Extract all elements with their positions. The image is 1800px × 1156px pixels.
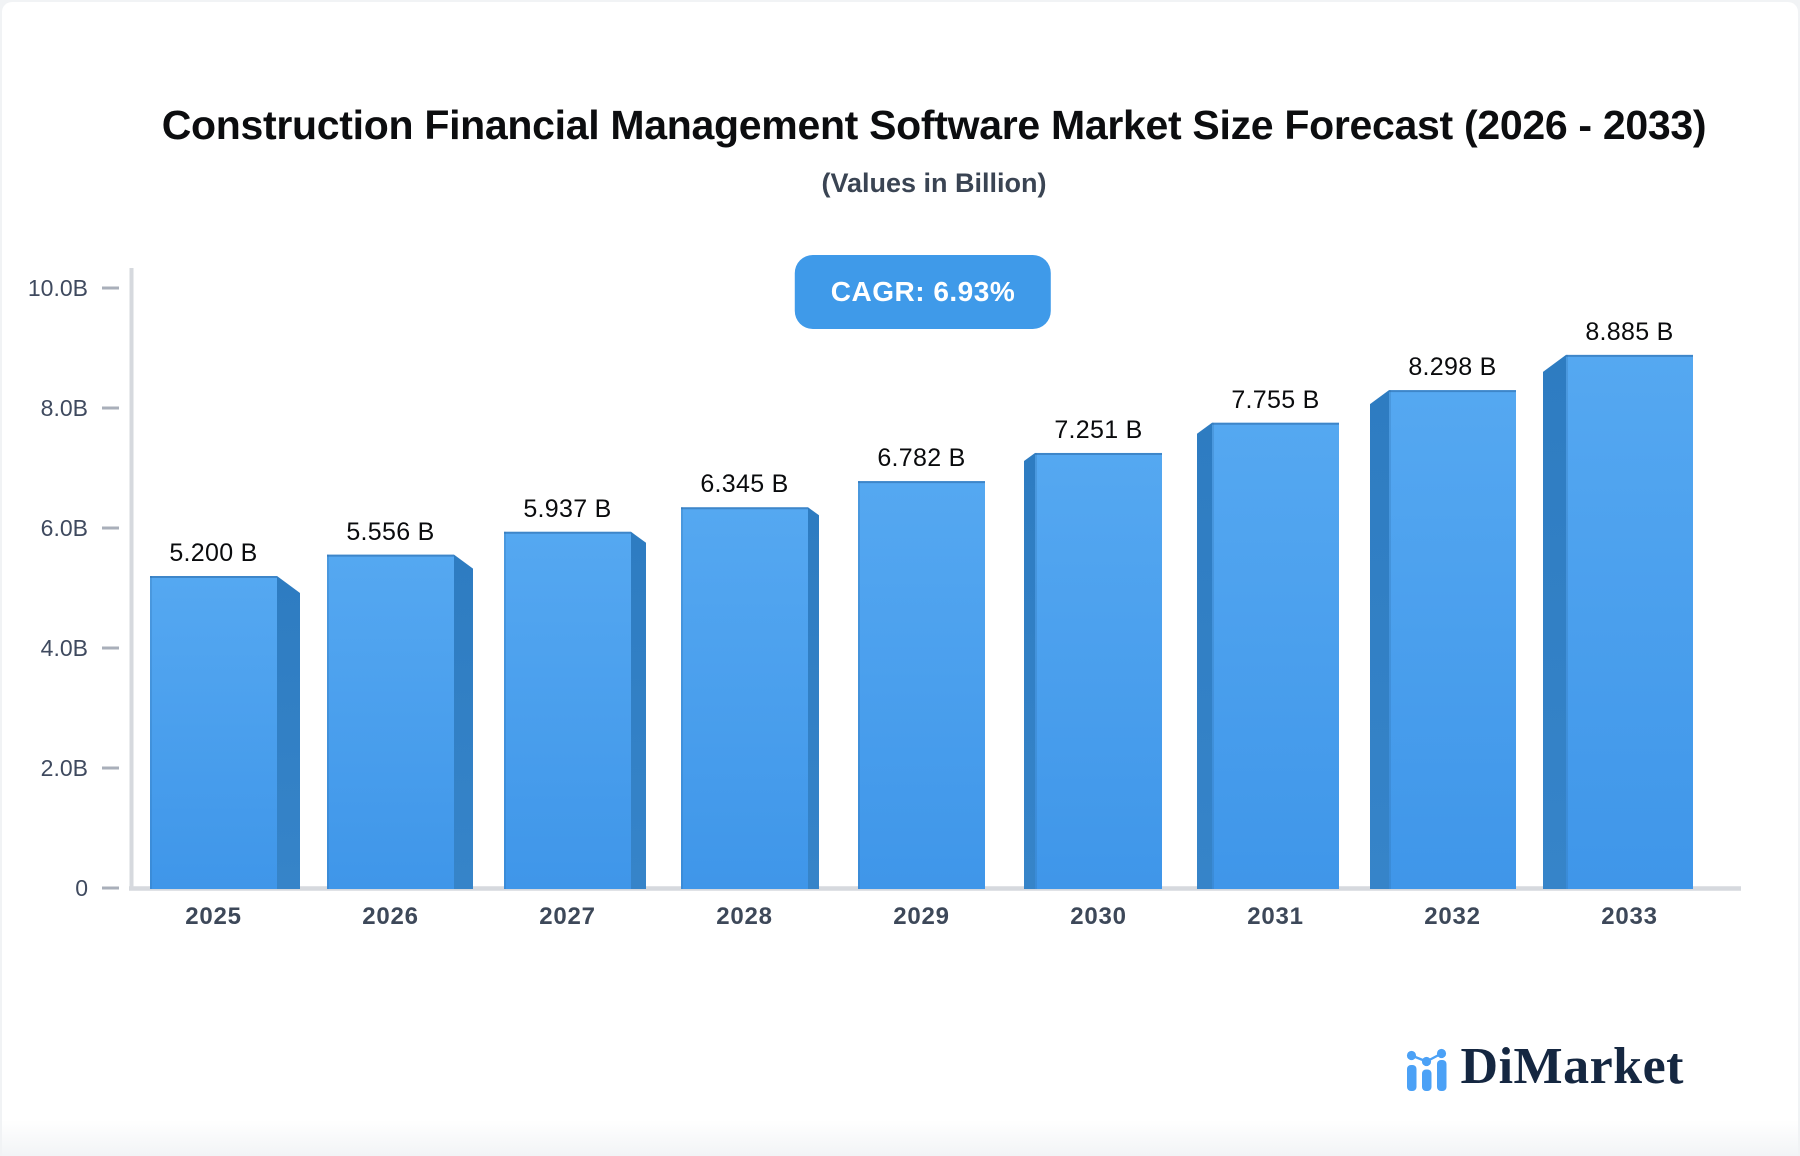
bar-2030 <box>1024 452 1162 889</box>
bottom-fade <box>2 1120 1798 1156</box>
x-axis-label: 2033 <box>1601 903 1658 930</box>
bar-2026 <box>327 554 473 889</box>
bar-value-label: 6.782 B <box>877 444 966 473</box>
bar-value-label: 5.200 B <box>169 539 258 567</box>
x-axis-label: 2028 <box>716 903 773 930</box>
x-axis-label: 2030 <box>1070 903 1127 930</box>
bar-value-label: 5.556 B <box>346 517 435 546</box>
x-axis-label: 2032 <box>1424 903 1481 930</box>
brand-name: DiMarket <box>1460 1038 1684 1095</box>
bar-value-label: 7.251 B <box>1054 415 1143 444</box>
bar-2031 <box>1197 422 1339 889</box>
bar-2033 <box>1543 354 1693 889</box>
cagr-badge: CAGR: 6.93% <box>794 255 1052 329</box>
y-axis-label: 8.0B <box>40 395 88 421</box>
bar-value-label: 7.755 B <box>1231 385 1320 414</box>
y-axis-label: 0 <box>75 875 88 901</box>
bar-2032 <box>1370 390 1516 889</box>
bar-2027 <box>504 531 646 889</box>
y-axis-label: 6.0B <box>40 515 88 541</box>
x-axis-label: 2031 <box>1247 903 1304 930</box>
bar-value-label: 5.937 B <box>523 494 612 523</box>
x-axis-label: 2027 <box>539 903 596 930</box>
bar-chart-logo-icon <box>1406 1048 1447 1091</box>
bar-value-label: 8.885 B <box>1585 317 1674 346</box>
x-axis-label: 2026 <box>362 903 419 930</box>
page-title: Construction Financial Management Softwa… <box>161 102 1707 148</box>
x-axis-label: 2029 <box>893 903 950 930</box>
brand-logo: DiMarket <box>1404 1038 1684 1095</box>
y-axis-label: 2.0B <box>40 755 88 781</box>
x-axis-label: 2025 <box>185 903 242 930</box>
y-axis-label: 4.0B <box>40 635 88 661</box>
bar-value-label: 8.298 B <box>1408 353 1497 382</box>
bar-2028 <box>681 507 819 889</box>
page-subtitle: (Values in Billion) <box>821 168 1047 198</box>
bar-2029 <box>858 481 985 889</box>
bar-value-label: 6.345 B <box>700 470 789 499</box>
bar-2025 <box>150 576 300 889</box>
y-axis-label: 10.0B <box>27 275 88 301</box>
